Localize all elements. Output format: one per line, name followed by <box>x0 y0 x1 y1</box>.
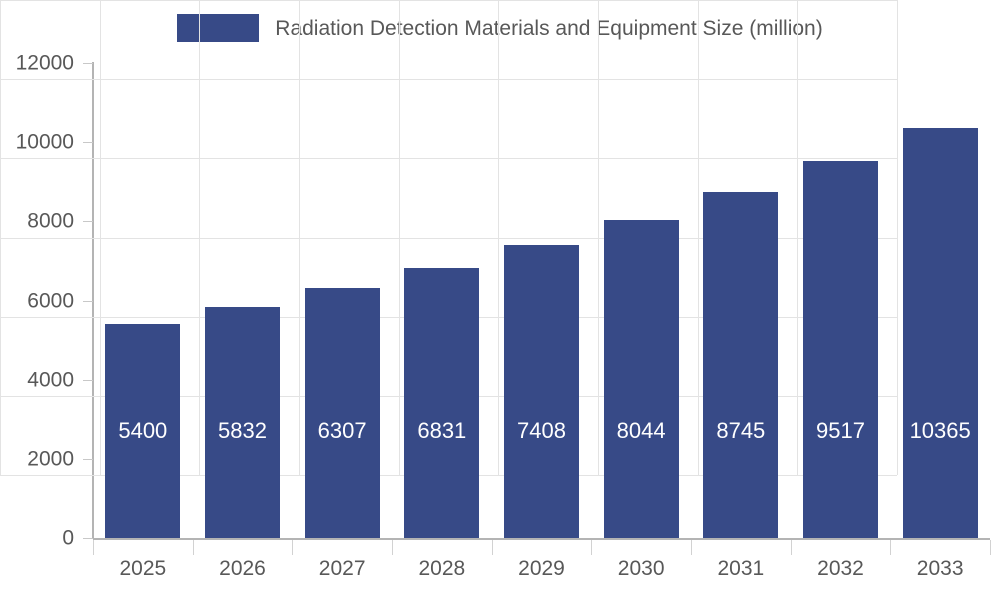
plot-area: 5400 5832 6307 6831 7408 8044 8745 9517 10365 <box>93 63 990 538</box>
bar-value-label: 6307 <box>317 418 367 443</box>
bar-value-label: 10365 <box>909 418 971 443</box>
y-tick-mark <box>83 458 93 460</box>
gridline-vertical <box>299 0 300 475</box>
x-tick-label: 2033 <box>916 557 964 580</box>
x-tick-mark <box>790 540 792 555</box>
bar[interactable]: 7408 <box>504 244 579 538</box>
bar[interactable]: 8044 <box>603 219 679 538</box>
bar[interactable]: 9517 <box>803 161 878 538</box>
bar[interactable]: 5832 <box>205 307 280 538</box>
x-tick-mark <box>491 540 493 555</box>
x-tick-mark <box>890 540 892 555</box>
x-tick-mark <box>392 540 393 555</box>
bar[interactable]: 6307 <box>304 288 380 538</box>
bar-value-label: 5400 <box>118 418 168 443</box>
y-tick-label: 12000 <box>15 51 74 75</box>
x-tick-label: 2031 <box>717 557 765 580</box>
x-tick-label: 2028 <box>418 557 466 580</box>
bar-value-label: 7408 <box>517 418 566 443</box>
gridline-vertical <box>398 0 400 475</box>
x-tick-mark <box>591 540 593 555</box>
y-tick-mark <box>83 221 93 223</box>
x-tick-label: 2027 <box>318 557 366 580</box>
x-tick-label: 2030 <box>617 557 665 580</box>
x-tick-label: 2032 <box>817 557 864 580</box>
y-tick-label: 0 <box>62 526 74 550</box>
bar[interactable]: 6831 <box>404 267 480 538</box>
y-tick-label: 4000 <box>27 368 74 392</box>
bar-value-label: 6831 <box>417 418 467 443</box>
y-tick-mark <box>83 142 93 144</box>
x-tick-mark <box>691 540 692 555</box>
bar[interactable]: 8745 <box>703 191 779 538</box>
gridline-vertical <box>897 0 898 475</box>
x-tick-mark <box>93 540 94 555</box>
y-tick-mark <box>83 379 93 381</box>
x-tick-label: 2025 <box>119 557 167 580</box>
y-tick-mark <box>83 300 93 302</box>
bar-value-label: 8044 <box>616 418 666 443</box>
chart-legend: Radiation Detection Materials and Equipm… <box>0 6 1000 50</box>
gridline-vertical <box>598 0 599 475</box>
gridline-horizontal <box>0 0 897 1</box>
gridline-vertical <box>797 0 799 475</box>
y-axis-spine <box>92 62 94 539</box>
bar[interactable]: 10365 <box>902 127 978 538</box>
gridline-vertical <box>99 0 101 475</box>
y-tick-label: 2000 <box>27 447 74 471</box>
x-tick-mark <box>990 540 991 555</box>
bar[interactable]: 5400 <box>105 324 181 538</box>
x-axis-spine <box>93 538 990 540</box>
bar-value-label: 5832 <box>218 418 267 443</box>
legend-label: Radiation Detection Materials and Equipm… <box>275 16 823 40</box>
y-tick-label: 10000 <box>15 130 74 154</box>
gridline-horizontal <box>0 237 897 239</box>
gridline-vertical <box>498 0 500 475</box>
y-tick-mark <box>83 538 93 539</box>
y-tick-label: 8000 <box>27 209 74 233</box>
x-tick-mark <box>292 540 294 555</box>
x-tick-label: 2029 <box>518 557 565 580</box>
gridline-horizontal <box>0 79 897 81</box>
x-tick-label: 2026 <box>219 557 266 580</box>
y-tick-label: 6000 <box>27 289 74 312</box>
y-tick-mark <box>83 63 93 64</box>
gridline-vertical <box>697 0 699 475</box>
x-tick-mark <box>192 540 194 555</box>
bar-value-label: 8745 <box>716 418 766 443</box>
gridline-vertical <box>199 0 201 475</box>
gridline-vertical <box>0 0 1 475</box>
legend-swatch-icon <box>177 14 260 42</box>
bar-value-label: 9517 <box>816 418 865 443</box>
gridline-horizontal <box>0 158 897 160</box>
